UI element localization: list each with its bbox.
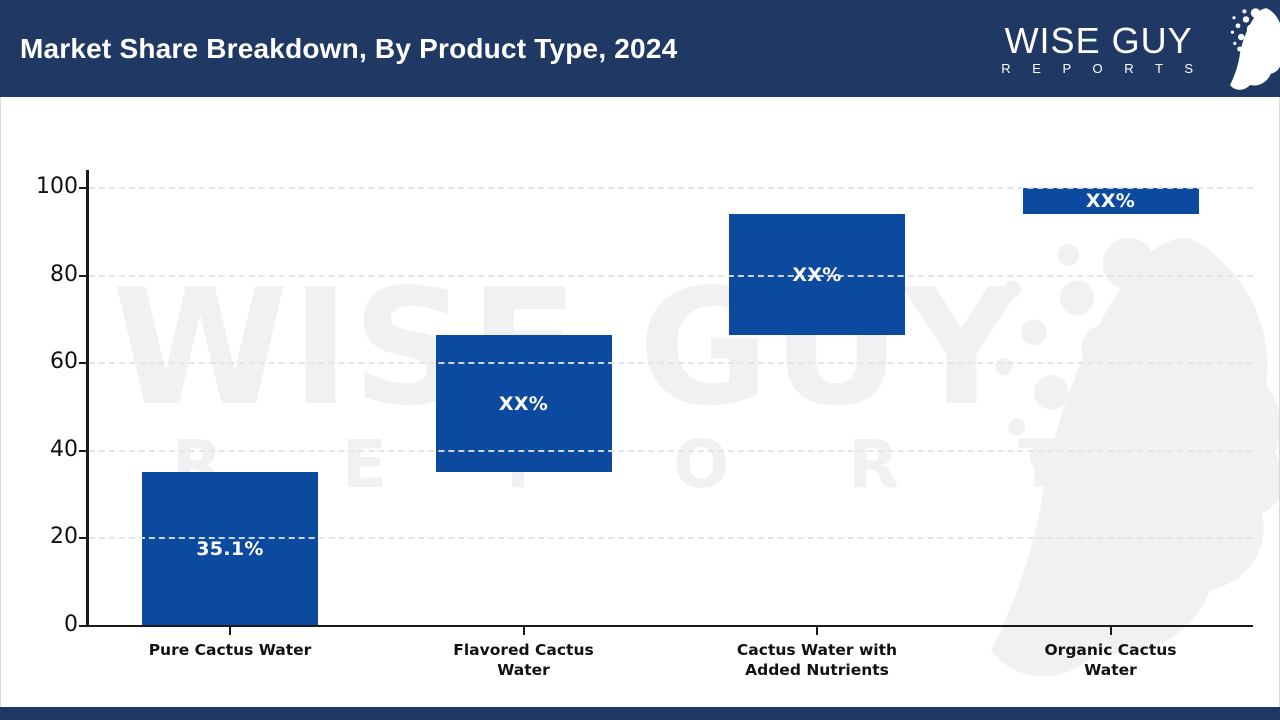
y-axis-tick bbox=[79, 449, 88, 452]
x-category-label: Flavored Cactus Water bbox=[374, 640, 674, 681]
chart-title: Market Share Breakdown, By Product Type,… bbox=[20, 32, 678, 64]
gridline bbox=[89, 187, 1253, 189]
gridline bbox=[89, 537, 1253, 539]
y-axis-tick bbox=[79, 624, 88, 627]
logo-head-icon bbox=[1230, 7, 1280, 90]
wise-guy-reports-logo: WISE GUY R E P O R T S bbox=[995, 5, 1280, 93]
bar-value-label: XX% bbox=[1085, 190, 1136, 213]
y-axis-tick-label: 100 bbox=[36, 174, 78, 199]
y-axis-tick bbox=[79, 362, 88, 364]
x-axis-tick bbox=[522, 625, 525, 635]
y-axis-tick-label: 20 bbox=[50, 524, 78, 549]
x-category-label-line: Pure Cactus Water bbox=[148, 641, 312, 659]
x-category-label-line: Flavored Cactus bbox=[453, 641, 594, 659]
bar: 35.1% bbox=[142, 471, 318, 626]
y-axis-tick bbox=[79, 537, 88, 539]
logo-wise-guy: WISE GUY bbox=[1004, 19, 1193, 61]
y-axis-tick-label: 40 bbox=[50, 436, 78, 462]
x-axis-tick bbox=[1109, 625, 1112, 635]
x-category-label: Organic Cactus Water bbox=[961, 640, 1261, 681]
header-bar: Market Share Breakdown, By Product Type,… bbox=[0, 0, 1280, 97]
y-axis-tick-label: 60 bbox=[50, 349, 78, 374]
gridline bbox=[89, 274, 1253, 277]
gridline bbox=[89, 449, 1253, 452]
y-axis-tick-label: 80 bbox=[50, 261, 78, 287]
x-category-label-line: Cactus Water with bbox=[736, 641, 898, 659]
logo-reports: R E P O R T S bbox=[1001, 60, 1202, 76]
y-axis-tick bbox=[79, 274, 88, 277]
footer-bar bbox=[0, 707, 1280, 720]
y-axis-tick bbox=[79, 187, 88, 189]
left-border bbox=[0, 97, 1, 707]
x-axis-tick bbox=[816, 625, 818, 635]
bar: XX% bbox=[1022, 188, 1199, 215]
x-category-label-line: Water bbox=[1084, 661, 1137, 680]
x-axis-line bbox=[86, 624, 1253, 627]
chart-area: 0 20 40 60 80 100 35.1% Pure Cactus Water XX% Fla… bbox=[0, 97, 1280, 707]
bar-value-label: 35.1% bbox=[196, 537, 264, 560]
logo-text: WISE GUY R E P O R T S bbox=[995, 19, 1202, 76]
bar-value-label: XX% bbox=[498, 392, 549, 415]
x-axis-tick bbox=[229, 625, 231, 635]
x-category-label: Cactus Water with Added Nutrients bbox=[667, 640, 967, 681]
watermark-head-logo-icon bbox=[991, 237, 1280, 677]
x-category-label-line: Added Nutrients bbox=[745, 661, 889, 680]
y-axis-line bbox=[86, 170, 89, 627]
bar: XX% bbox=[435, 335, 612, 472]
gridline bbox=[89, 362, 1253, 364]
x-category-label: Pure Cactus Water bbox=[80, 640, 380, 660]
y-axis-tick-label: 0 bbox=[64, 611, 78, 637]
x-category-label-line: Water bbox=[497, 661, 550, 680]
x-category-label-line: Organic Cactus bbox=[1044, 641, 1177, 659]
